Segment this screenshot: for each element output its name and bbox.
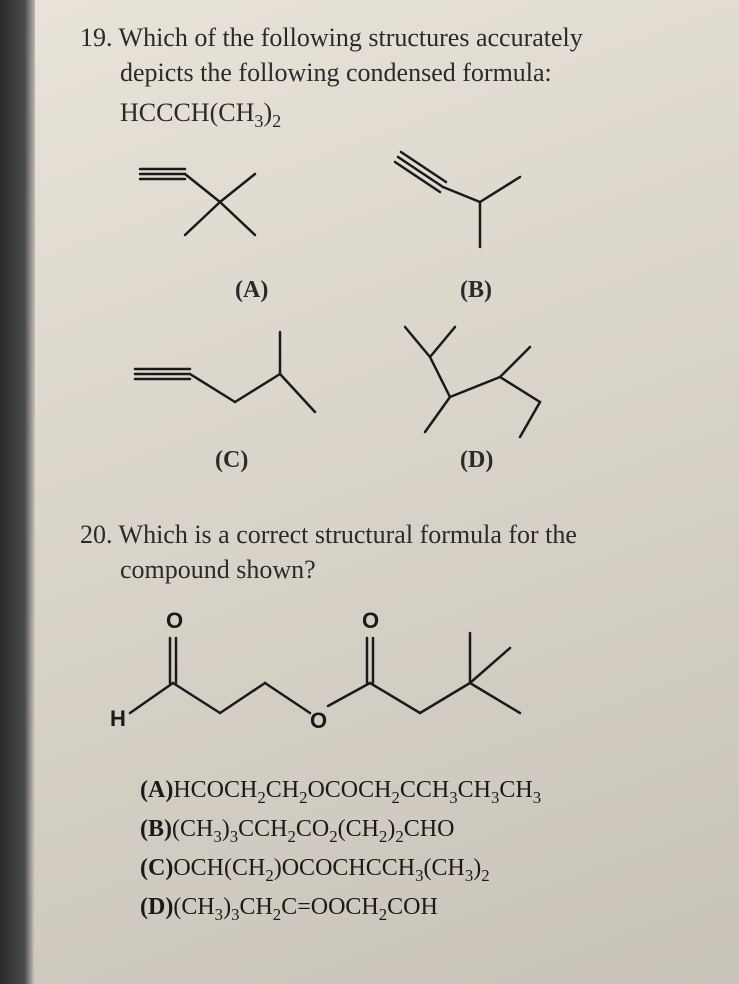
structure-b-svg xyxy=(380,147,560,277)
answer-b-formula: (CH3)3CCH2CO2(CH2)2CHO xyxy=(172,816,454,842)
q19-text-line1: Which of the following structures accura… xyxy=(119,23,583,52)
q20-number: 20. xyxy=(80,520,113,549)
label-c: (C) xyxy=(215,447,248,474)
q19-formula: HCCCH(CH3)2 xyxy=(120,98,699,132)
q20-structure-svg: O O O H xyxy=(100,598,620,748)
atom-o1-label: O xyxy=(166,608,183,633)
structure-c-svg xyxy=(120,327,340,457)
answer-d-formula: (CH3)3CH2C=OOCH2COH xyxy=(173,894,437,920)
structure-d-svg xyxy=(380,307,580,457)
answer-c-label: (C) xyxy=(140,855,173,881)
label-b: (B) xyxy=(460,277,492,304)
answer-c: (C)OCH(CH2)OCOCHCCH3(CH3)2 xyxy=(140,851,699,888)
structure-a-svg xyxy=(130,147,310,277)
answer-b: (B)(CH3)3CCH2CO2(CH2)2CHO xyxy=(140,812,699,849)
q20-structure: O O O H xyxy=(100,598,699,753)
answer-c-formula: OCH(CH2)OCOCHCCH3(CH3)2 xyxy=(173,855,489,881)
page-dark-edge xyxy=(0,0,35,984)
page-content: 19. Which of the following structures ac… xyxy=(35,0,739,984)
atom-o-chain-label: O xyxy=(310,708,327,733)
q20-answers: (A)HCOCH2CH2OCOCH2CCH3CH3CH3 (B)(CH3)3CC… xyxy=(140,773,699,928)
label-d: (D) xyxy=(460,447,493,474)
atom-h-label: H xyxy=(110,706,126,731)
q20-text-line2: compound shown? xyxy=(120,555,316,584)
answer-a-formula: HCOCH2CH2OCOCH2CCH3CH3CH3 xyxy=(173,777,541,803)
label-a: (A) xyxy=(235,277,268,304)
q19-number: 19. xyxy=(80,23,113,52)
answer-d: (D)(CH3)3CH2C=OOCH2COH xyxy=(140,890,699,927)
q19-text-line2: depicts the following condensed formula: xyxy=(120,58,552,87)
atom-o2-label: O xyxy=(362,608,379,633)
q19-structures-area: (A) (B) xyxy=(120,147,699,487)
question-20: 20. Which is a correct structural formul… xyxy=(80,517,699,927)
q20-text-line1: Which is a correct structural formula fo… xyxy=(119,520,577,549)
answer-a: (A)HCOCH2CH2OCOCH2CCH3CH3CH3 xyxy=(140,773,699,810)
answer-d-label: (D) xyxy=(140,894,173,920)
answer-b-label: (B) xyxy=(140,816,172,842)
answer-a-label: (A) xyxy=(140,777,173,803)
q20-header: 20. Which is a correct structural formul… xyxy=(80,517,699,587)
question-19: 19. Which of the following structures ac… xyxy=(80,20,699,487)
q19-header: 19. Which of the following structures ac… xyxy=(80,20,699,90)
